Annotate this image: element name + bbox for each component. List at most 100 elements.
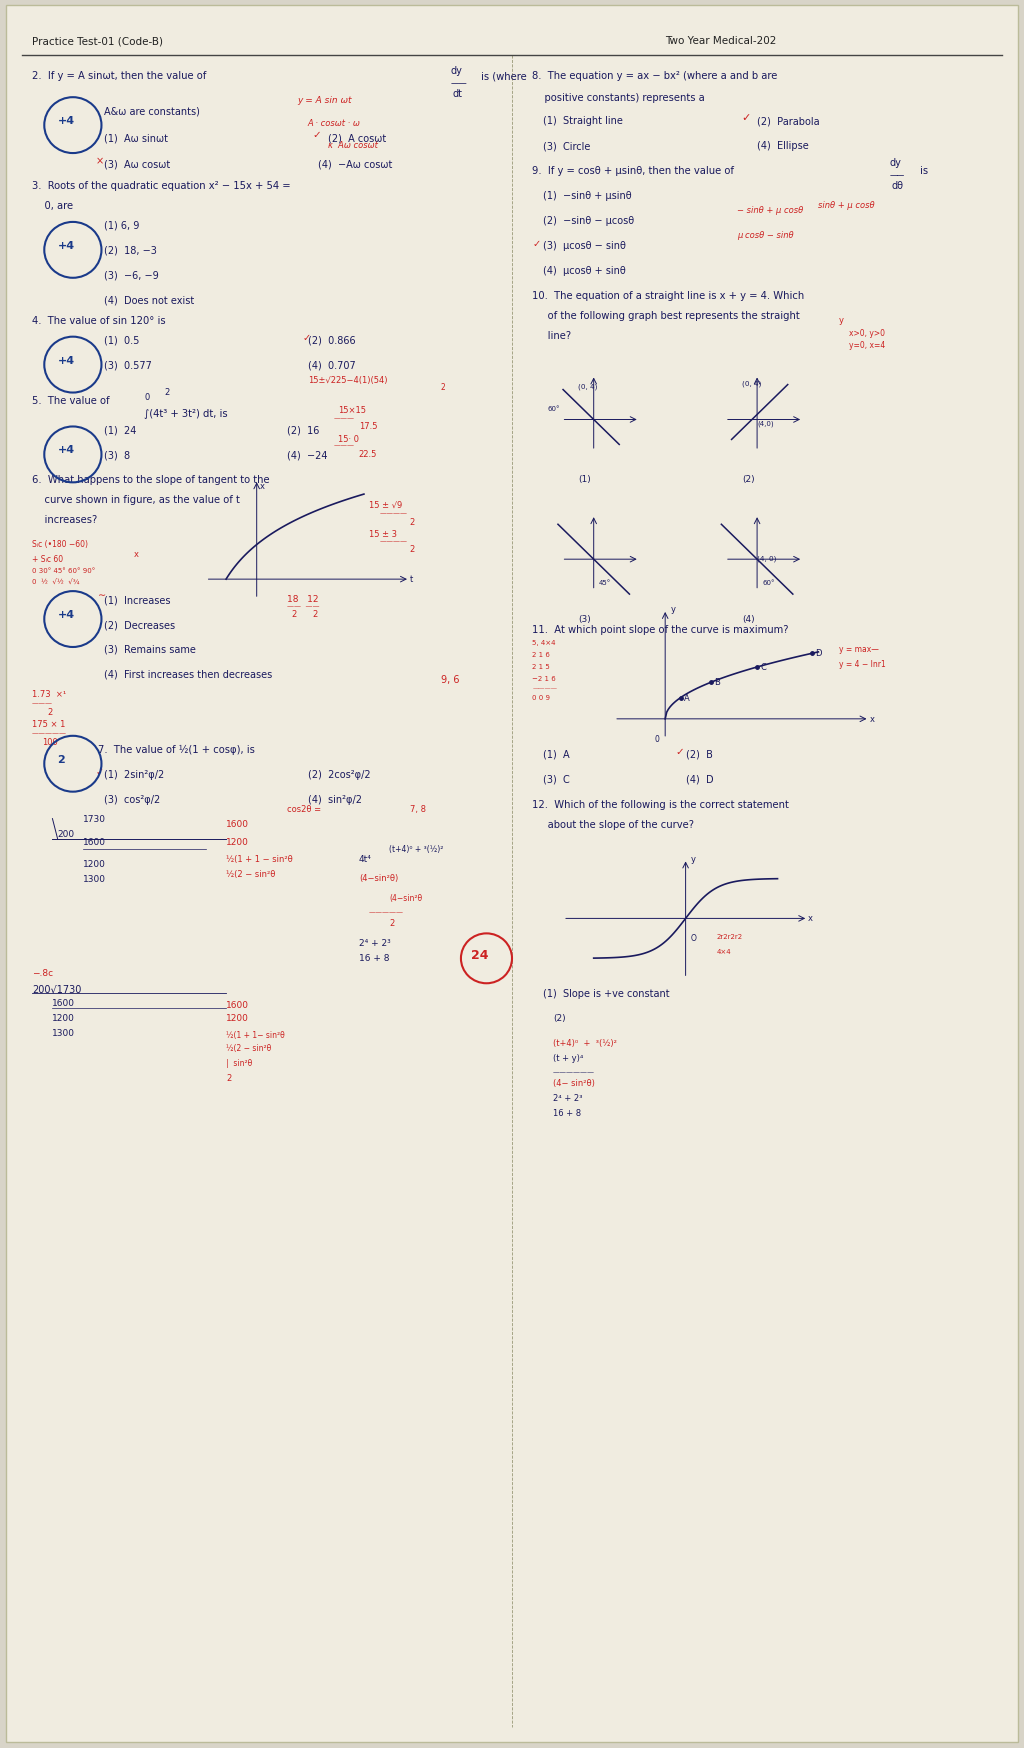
Text: (4, 0): (4, 0) xyxy=(757,554,776,561)
Text: (4)  μcosθ + sinθ: (4) μcosθ + sinθ xyxy=(543,266,626,276)
Text: κ  Aω cosωt: κ Aω cosωt xyxy=(328,142,378,150)
Text: 0, are: 0, are xyxy=(32,201,73,212)
Text: 1600: 1600 xyxy=(52,998,76,1007)
Text: 200√1730: 200√1730 xyxy=(32,984,81,993)
Text: y=0, x=4: y=0, x=4 xyxy=(849,341,886,350)
Text: +4: +4 xyxy=(57,610,75,621)
Text: 4.  The value of sin 120° is: 4. The value of sin 120° is xyxy=(32,316,166,325)
Text: Practice Test-01 (Code-B): Practice Test-01 (Code-B) xyxy=(32,37,163,45)
Text: A · cosωt · ω: A · cosωt · ω xyxy=(308,119,360,128)
Text: 7, 8: 7, 8 xyxy=(410,804,426,813)
Text: of the following graph best represents the straight: of the following graph best represents t… xyxy=(532,311,800,320)
Text: cos2θ =: cos2θ = xyxy=(288,804,322,813)
Text: μ cosθ − sinθ: μ cosθ − sinθ xyxy=(736,231,794,239)
Text: − sinθ + μ cosθ: − sinθ + μ cosθ xyxy=(736,206,803,215)
Text: (3)  Aω cosωt: (3) Aω cosωt xyxy=(103,159,170,170)
Text: 4×4: 4×4 xyxy=(716,949,731,954)
Text: is: is xyxy=(921,166,929,177)
Text: Sᵢc (•180 −60): Sᵢc (•180 −60) xyxy=(32,540,88,549)
Text: B: B xyxy=(714,678,720,687)
Text: (3): (3) xyxy=(579,615,591,624)
Text: 5.  The value of: 5. The value of xyxy=(32,395,110,406)
Text: (1)  Slope is +ve constant: (1) Slope is +ve constant xyxy=(543,989,670,998)
Text: 15±√225−4(1)(54): 15±√225−4(1)(54) xyxy=(308,376,387,385)
Text: (1)  Increases: (1) Increases xyxy=(103,594,170,605)
Text: (1): (1) xyxy=(579,475,591,484)
Text: 175 × 1: 175 × 1 xyxy=(32,720,66,729)
Text: (2): (2) xyxy=(553,1014,565,1023)
Text: y = max—: y = max— xyxy=(839,645,879,654)
Text: 1600: 1600 xyxy=(226,820,249,829)
Text: (t+4)⁰ + ³(½)²: (t+4)⁰ + ³(½)² xyxy=(389,844,443,853)
Text: (2)  A cosωt: (2) A cosωt xyxy=(328,133,386,143)
Text: 60°: 60° xyxy=(762,580,775,586)
Text: x: x xyxy=(260,482,265,491)
Text: 1600: 1600 xyxy=(83,837,106,846)
Text: 15 ± 3: 15 ± 3 xyxy=(369,530,397,538)
Text: ——————: —————— xyxy=(553,1068,595,1075)
Text: 15· 0: 15· 0 xyxy=(338,435,359,444)
Text: 2: 2 xyxy=(389,919,394,928)
Text: ½(1 + 1− sin²θ: ½(1 + 1− sin²θ xyxy=(226,1031,285,1040)
Text: (2)  2cos²φ/2: (2) 2cos²φ/2 xyxy=(308,769,371,780)
Text: —————: ————— xyxy=(32,729,67,736)
Text: ———: ——— xyxy=(333,416,354,421)
Text: 16 + 8: 16 + 8 xyxy=(553,1108,581,1117)
Text: ×: × xyxy=(95,156,103,166)
Text: (1)  2sin²φ/2: (1) 2sin²φ/2 xyxy=(103,769,164,780)
Text: 10.  The equation of a straight line is x + y = 4. Which: 10. The equation of a straight line is x… xyxy=(532,290,805,301)
Text: 1200: 1200 xyxy=(226,837,249,846)
Text: 15×15: 15×15 xyxy=(338,406,367,414)
Text: (t + y)⁴: (t + y)⁴ xyxy=(553,1054,584,1063)
Text: 0  ½  √½  √¾: 0 ½ √½ √¾ xyxy=(32,580,80,586)
Text: is (where: is (where xyxy=(481,72,527,80)
Text: 2: 2 xyxy=(410,517,415,526)
Text: (2)  Parabola: (2) Parabola xyxy=(757,115,820,126)
Text: ————: ———— xyxy=(379,538,408,544)
Text: (3)  Circle: (3) Circle xyxy=(543,142,590,150)
Text: (3)  0.577: (3) 0.577 xyxy=(103,360,152,371)
Text: 2.  If y = A sinωt, then the value of: 2. If y = A sinωt, then the value of xyxy=(32,72,207,80)
Text: (2)  0.866: (2) 0.866 xyxy=(308,336,355,346)
Text: ———: ——— xyxy=(32,699,53,706)
Text: y = 4 − lnr1: y = 4 − lnr1 xyxy=(839,659,886,668)
Text: ✓: ✓ xyxy=(741,114,752,122)
Text: ✓: ✓ xyxy=(313,129,322,140)
Text: x: x xyxy=(134,551,139,559)
Text: dθ: dθ xyxy=(892,180,904,191)
Text: 22.5: 22.5 xyxy=(358,451,377,460)
Text: dy: dy xyxy=(890,157,902,168)
Text: |  sin²θ: | sin²θ xyxy=(226,1059,252,1068)
Text: 2: 2 xyxy=(410,545,415,554)
Text: (4)  −Aω cosωt: (4) −Aω cosωt xyxy=(318,159,392,170)
Text: + Sᵢc 60: + Sᵢc 60 xyxy=(32,554,63,565)
Text: ∫(4t³ + 3t²) dt, is: ∫(4t³ + 3t²) dt, is xyxy=(144,409,228,418)
Text: 11.  At which point slope of the curve is maximum?: 11. At which point slope of the curve is… xyxy=(532,624,788,635)
Text: (2)  B: (2) B xyxy=(686,750,713,759)
Text: −2 1 6: −2 1 6 xyxy=(532,675,556,682)
Text: (3)  C: (3) C xyxy=(543,774,569,785)
Text: ————: ———— xyxy=(379,510,408,516)
Text: 9, 6: 9, 6 xyxy=(440,675,459,685)
Text: about the slope of the curve?: about the slope of the curve? xyxy=(532,820,694,829)
Text: (4)  sin²φ/2: (4) sin²φ/2 xyxy=(308,794,361,804)
Text: (3)  Remains same: (3) Remains same xyxy=(103,645,196,654)
Text: 16 + 8: 16 + 8 xyxy=(358,954,389,963)
Text: 2⁴ + 2³: 2⁴ + 2³ xyxy=(358,939,390,947)
Text: (2)  18, −3: (2) 18, −3 xyxy=(103,246,157,255)
Text: −.8c: −.8c xyxy=(32,968,53,977)
Text: (3)  μcosθ − sinθ: (3) μcosθ − sinθ xyxy=(543,241,626,250)
Text: t: t xyxy=(410,575,413,584)
Text: 2 1 5: 2 1 5 xyxy=(532,664,550,669)
Text: 45°: 45° xyxy=(599,580,611,586)
Text: ½(2 − sin²θ: ½(2 − sin²θ xyxy=(226,869,275,877)
Text: y: y xyxy=(671,605,675,614)
Text: 1300: 1300 xyxy=(52,1028,76,1038)
Text: D: D xyxy=(815,649,822,657)
Text: 7.  The value of ½(1 + cosφ), is: 7. The value of ½(1 + cosφ), is xyxy=(98,745,255,755)
Text: 6.  What happens to the slope of tangent to the: 6. What happens to the slope of tangent … xyxy=(32,475,269,486)
Text: (4)  −24: (4) −24 xyxy=(288,451,328,460)
Text: 100: 100 xyxy=(42,738,58,746)
Text: ✓: ✓ xyxy=(303,332,310,343)
Text: 0: 0 xyxy=(144,392,150,402)
